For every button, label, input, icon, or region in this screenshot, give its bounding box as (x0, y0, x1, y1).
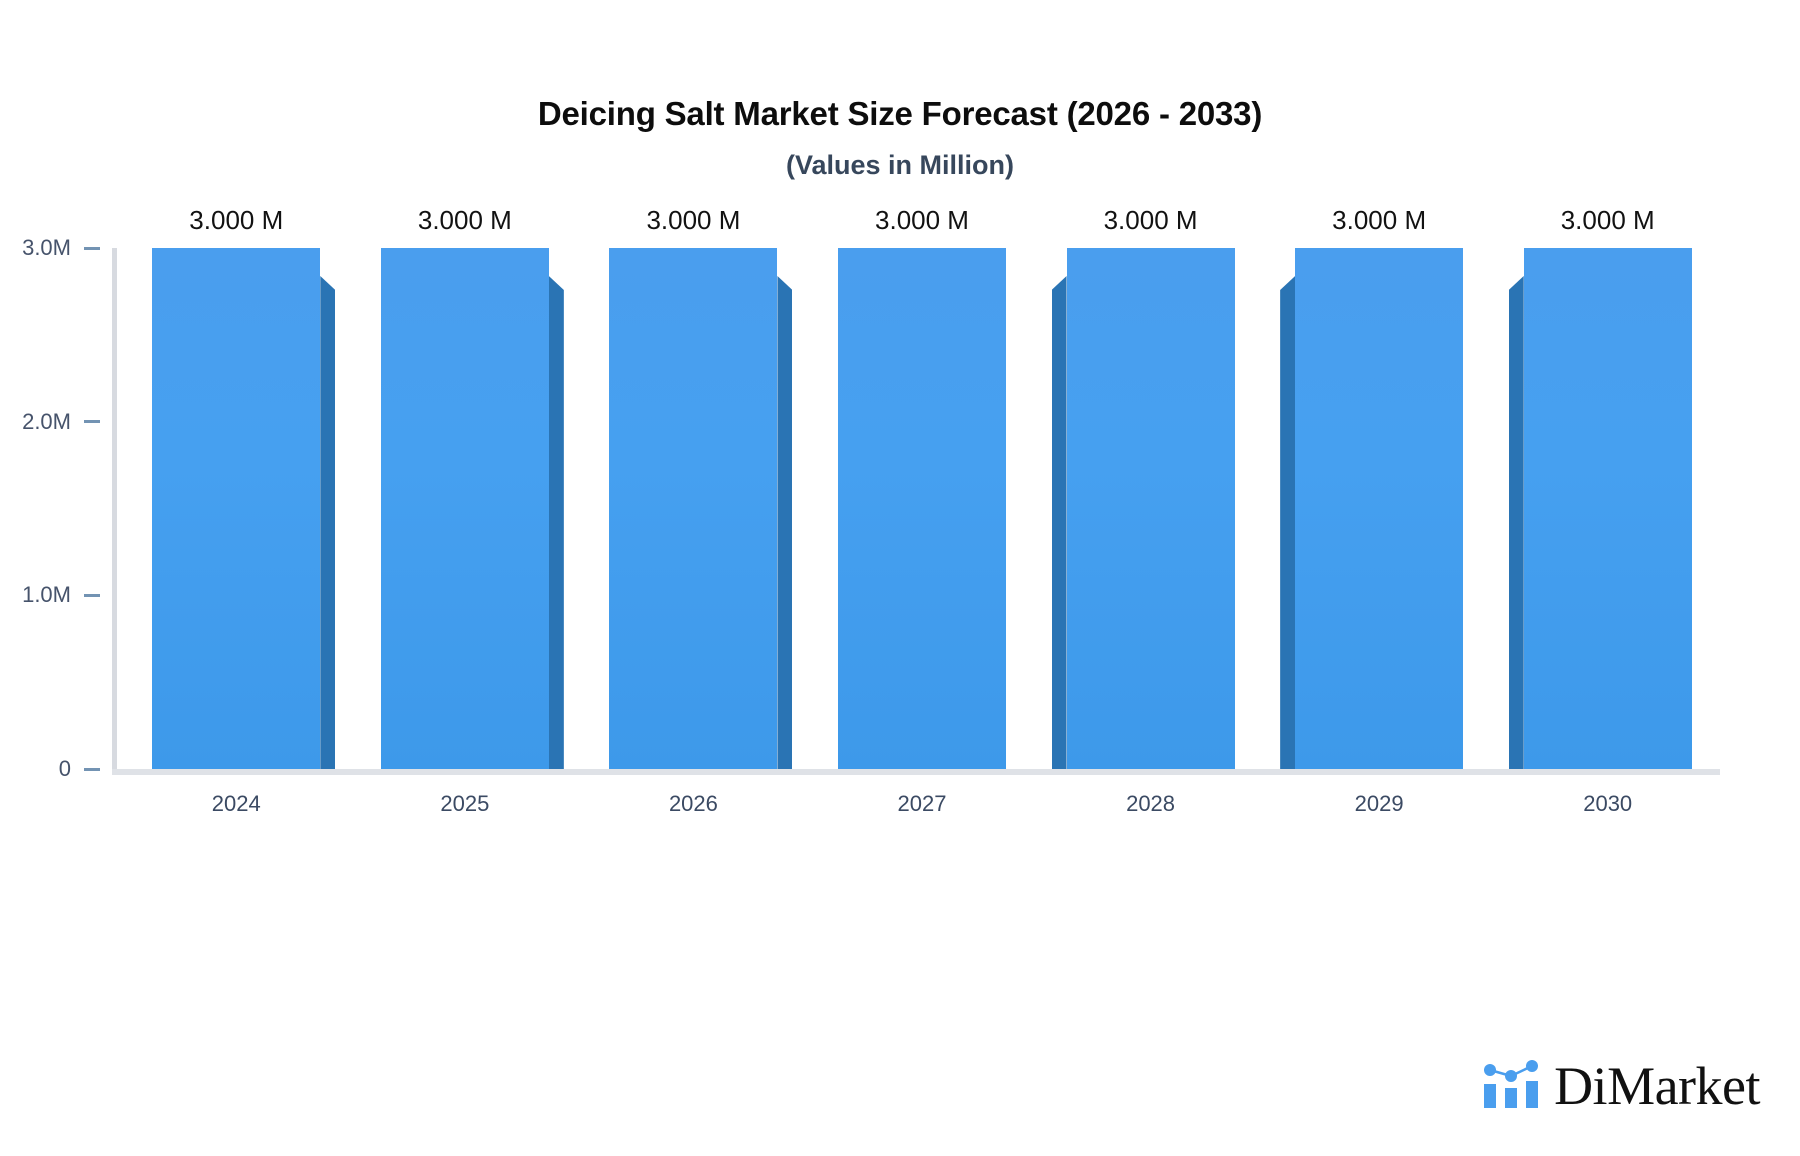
x-axis-tick-label: 2027 (897, 791, 947, 816)
bar-3d-side (1051, 276, 1067, 769)
bar-3d-side (777, 276, 793, 769)
bar-3d-side (320, 276, 336, 769)
x-axis-tick-label: 2024 (211, 791, 261, 816)
bar-face[interactable] (380, 248, 549, 769)
bar-3d-side (1280, 276, 1296, 769)
brand-logo[interactable]: DiMarket (1482, 1057, 1760, 1114)
bar-2030[interactable]: 3.000 M 2030 (1508, 205, 1692, 816)
x-axis-tick-label: 2025 (440, 791, 490, 816)
bar-value-label: 3.000 M (1332, 205, 1427, 235)
x-axis-tick-label: 2028 (1126, 791, 1176, 816)
bar-face[interactable] (609, 248, 778, 769)
bar-value-label: 3.000 M (1103, 205, 1198, 235)
chart-title: Deicing Salt Market Size Forecast (2026 … (537, 95, 1263, 132)
x-axis-tick-label: 2026 (668, 791, 718, 816)
bar-face[interactable] (152, 248, 321, 769)
bar-chart-logo-icon (1482, 1057, 1540, 1114)
x-axis-tick-label: 2030 (1583, 791, 1633, 816)
chart-header: Deicing Salt Market Size Forecast (2026 … (0, 0, 1800, 181)
bar-2024[interactable]: 3.000 M 2024 (152, 205, 336, 816)
bar-face[interactable] (1523, 248, 1692, 769)
y-axis-tick-label: 3.0M (22, 235, 71, 260)
y-axis-tick-dash (84, 767, 100, 771)
bar-2029[interactable]: 3.000 M 2029 (1280, 205, 1464, 816)
bar-value-label: 3.000 M (1560, 205, 1655, 235)
bar-2027[interactable]: 3.000 M 2027 (838, 205, 1006, 816)
x-axis-tick-label: 2029 (1354, 791, 1404, 816)
bar-2025[interactable]: 3.000 M 2025 (380, 205, 564, 816)
bar-face[interactable] (1066, 248, 1235, 769)
bar-3d-side (1508, 276, 1524, 769)
x-axis-line (112, 769, 1720, 775)
bar-value-label: 3.000 M (646, 205, 741, 235)
y-axis-tick-dash (84, 246, 100, 250)
y-axis-tick-dash (84, 593, 100, 597)
bar-2028[interactable]: 3.000 M 2028 (1051, 205, 1235, 816)
y-axis-tick-label: 2.0M (22, 408, 71, 434)
bar-value-label: 3.000 M (875, 205, 969, 235)
bar-value-label: 3.000 M (417, 205, 512, 235)
bar-3d-side (548, 276, 564, 769)
y-axis-tick-label: 1.0M (22, 582, 71, 608)
brand-logo-text: DiMarket (1554, 1055, 1760, 1116)
bar-value-label: 3.000 M (189, 205, 284, 235)
bar-face[interactable] (838, 248, 1006, 769)
bar-face[interactable] (1295, 248, 1464, 769)
chart-subtitle: (Values in Million) (785, 150, 1015, 180)
y-axis-tick-label: 0 (58, 756, 71, 781)
bar-2026[interactable]: 3.000 M 2026 (609, 205, 793, 816)
y-axis-line (112, 248, 117, 772)
y-axis-tick-dash (84, 420, 100, 424)
